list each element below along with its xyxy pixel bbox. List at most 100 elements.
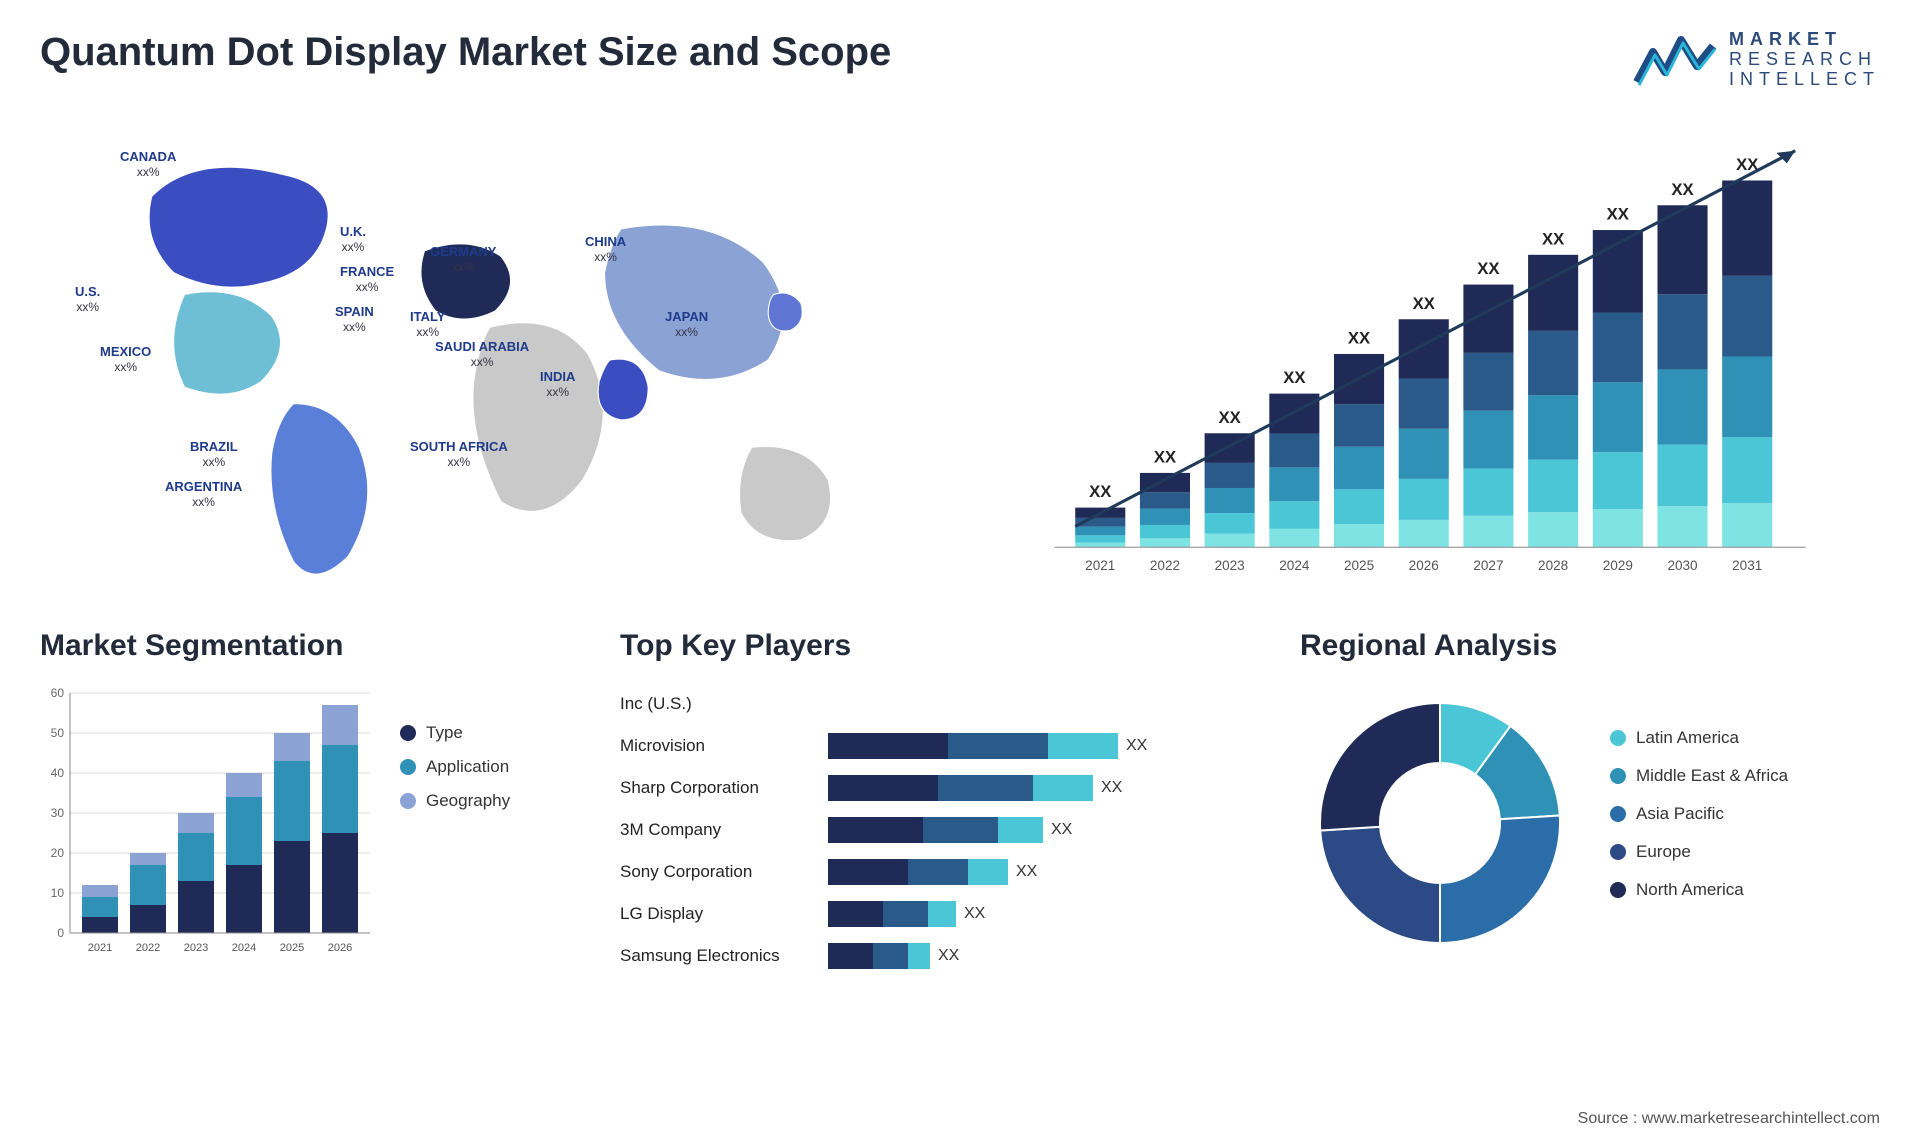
player-row: Samsung Electronics XX (620, 935, 1260, 977)
segmentation-bar-chart: 0102030405060 202120222023202420252026 (40, 683, 380, 963)
svg-text:2028: 2028 (1538, 559, 1568, 574)
map-label: CHINAxx% (585, 234, 626, 264)
segmentation-panel: Market Segmentation 0102030405060 202120… (40, 629, 580, 977)
players-title: Top Key Players (620, 629, 1260, 663)
player-bar (828, 733, 1118, 759)
svg-text:2029: 2029 (1603, 559, 1633, 574)
map-label: GERMANYxx% (430, 244, 496, 274)
svg-text:2024: 2024 (1279, 559, 1310, 574)
map-label: JAPANxx% (665, 309, 708, 339)
map-label: ARGENTINAxx% (165, 479, 242, 509)
player-value: XX (1051, 821, 1072, 839)
svg-text:2024: 2024 (232, 942, 256, 954)
svg-text:50: 50 (51, 726, 65, 740)
player-bar (828, 859, 1008, 885)
logo-mark-icon (1633, 32, 1717, 88)
player-label: Sharp Corporation (620, 778, 820, 798)
legend-item: Type (400, 723, 510, 743)
legend-item: Middle East & Africa (1610, 766, 1788, 786)
svg-text:2022: 2022 (136, 942, 160, 954)
svg-text:60: 60 (51, 686, 65, 700)
legend-item: Asia Pacific (1610, 804, 1788, 824)
svg-text:20: 20 (51, 846, 65, 860)
player-row: 3M Company XX (620, 809, 1260, 851)
svg-text:2026: 2026 (328, 942, 352, 954)
svg-text:2031: 2031 (1732, 559, 1762, 574)
growth-chart-panel: XX 2021 XX 2022 XX 2023 XX 2024 XX 2025 XX 2026 XX 20… (980, 109, 1880, 589)
player-label: Microvision (620, 736, 820, 756)
growth-stacked-bar-chart: XX 2021 XX 2022 XX 2023 XX 2024 XX 2025 XX 2026 XX 20… (980, 109, 1880, 589)
player-label: 3M Company (620, 820, 820, 840)
svg-text:XX: XX (1283, 369, 1305, 388)
logo-line3: INTELLECT (1729, 70, 1880, 90)
regional-title: Regional Analysis (1300, 629, 1880, 663)
svg-text:2021: 2021 (1085, 559, 1115, 574)
player-label: Inc (U.S.) (620, 694, 820, 714)
map-label: U.S.xx% (75, 284, 100, 314)
svg-text:2027: 2027 (1473, 559, 1503, 574)
player-row: Sony Corporation XX (620, 851, 1260, 893)
legend-item: Europe (1610, 842, 1788, 862)
svg-text:XX: XX (1671, 180, 1693, 199)
svg-text:XX: XX (1154, 448, 1176, 467)
regional-legend: Latin America Middle East & Africa Asia Pa… (1610, 728, 1788, 918)
svg-text:2023: 2023 (184, 942, 208, 954)
players-panel: Top Key Players Inc (U.S.)MicrovisionXXS… (620, 629, 1260, 977)
svg-text:XX: XX (1089, 483, 1111, 502)
map-label: CANADAxx% (120, 149, 176, 179)
map-label: U.K.xx% (340, 224, 366, 254)
svg-text:2025: 2025 (280, 942, 304, 954)
segmentation-legend: Type Application Geography (400, 683, 510, 963)
svg-text:0: 0 (57, 926, 64, 940)
map-label: MEXICOxx% (100, 344, 151, 374)
world-map-panel: CANADAxx% U.S.xx% MEXICOxx% BRAZILxx% ARGENT… (40, 109, 940, 589)
svg-text:XX: XX (1219, 408, 1241, 427)
player-value: XX (1101, 779, 1122, 797)
player-value: XX (964, 905, 985, 923)
legend-item: North America (1610, 880, 1788, 900)
map-label: SPAINxx% (335, 304, 374, 334)
player-value: XX (1016, 863, 1037, 881)
svg-text:XX: XX (1542, 230, 1564, 249)
svg-text:2030: 2030 (1667, 559, 1697, 574)
map-label: ITALYxx% (410, 309, 445, 339)
player-row: Sharp Corporation XX (620, 767, 1260, 809)
svg-text:XX: XX (1477, 260, 1499, 279)
regional-panel: Regional Analysis Latin America Middle Ea… (1300, 629, 1880, 977)
map-label: FRANCExx% (340, 264, 394, 294)
players-list: Inc (U.S.)MicrovisionXXSharp Corporation… (620, 683, 1260, 977)
logo-line1: MARKET (1729, 30, 1880, 50)
legend-item: Application (400, 757, 510, 777)
page-title: Quantum Dot Display Market Size and Scop… (40, 30, 891, 75)
player-value: XX (938, 947, 959, 965)
svg-text:2025: 2025 (1344, 559, 1374, 574)
player-bar (828, 817, 1043, 843)
logo-text: MARKET RESEARCH INTELLECT (1729, 30, 1880, 89)
logo-line2: RESEARCH (1729, 50, 1880, 70)
svg-text:XX: XX (1413, 294, 1435, 313)
svg-text:2021: 2021 (88, 942, 112, 954)
player-row: LG Display XX (620, 893, 1260, 935)
source-text: Source : www.marketresearchintellect.com (1578, 1110, 1880, 1128)
legend-item: Geography (400, 791, 510, 811)
player-bar (828, 943, 930, 969)
regional-donut-chart (1300, 683, 1580, 963)
player-label: LG Display (620, 904, 820, 924)
svg-text:30: 30 (51, 806, 65, 820)
player-label: Sony Corporation (620, 862, 820, 882)
map-label: SOUTH AFRICAxx% (410, 439, 508, 469)
segmentation-title: Market Segmentation (40, 629, 580, 663)
map-label: SAUDI ARABIAxx% (435, 339, 529, 369)
svg-text:2023: 2023 (1215, 559, 1245, 574)
player-bar (828, 775, 1093, 801)
player-bar (828, 901, 956, 927)
svg-text:40: 40 (51, 766, 65, 780)
logo: MARKET RESEARCH INTELLECT (1633, 30, 1880, 89)
map-label: BRAZILxx% (190, 439, 238, 469)
player-label: Samsung Electronics (620, 946, 820, 966)
svg-text:2022: 2022 (1150, 559, 1180, 574)
svg-text:2026: 2026 (1409, 559, 1439, 574)
legend-item: Latin America (1610, 728, 1788, 748)
svg-text:XX: XX (1348, 329, 1370, 348)
player-value: XX (1126, 737, 1147, 755)
